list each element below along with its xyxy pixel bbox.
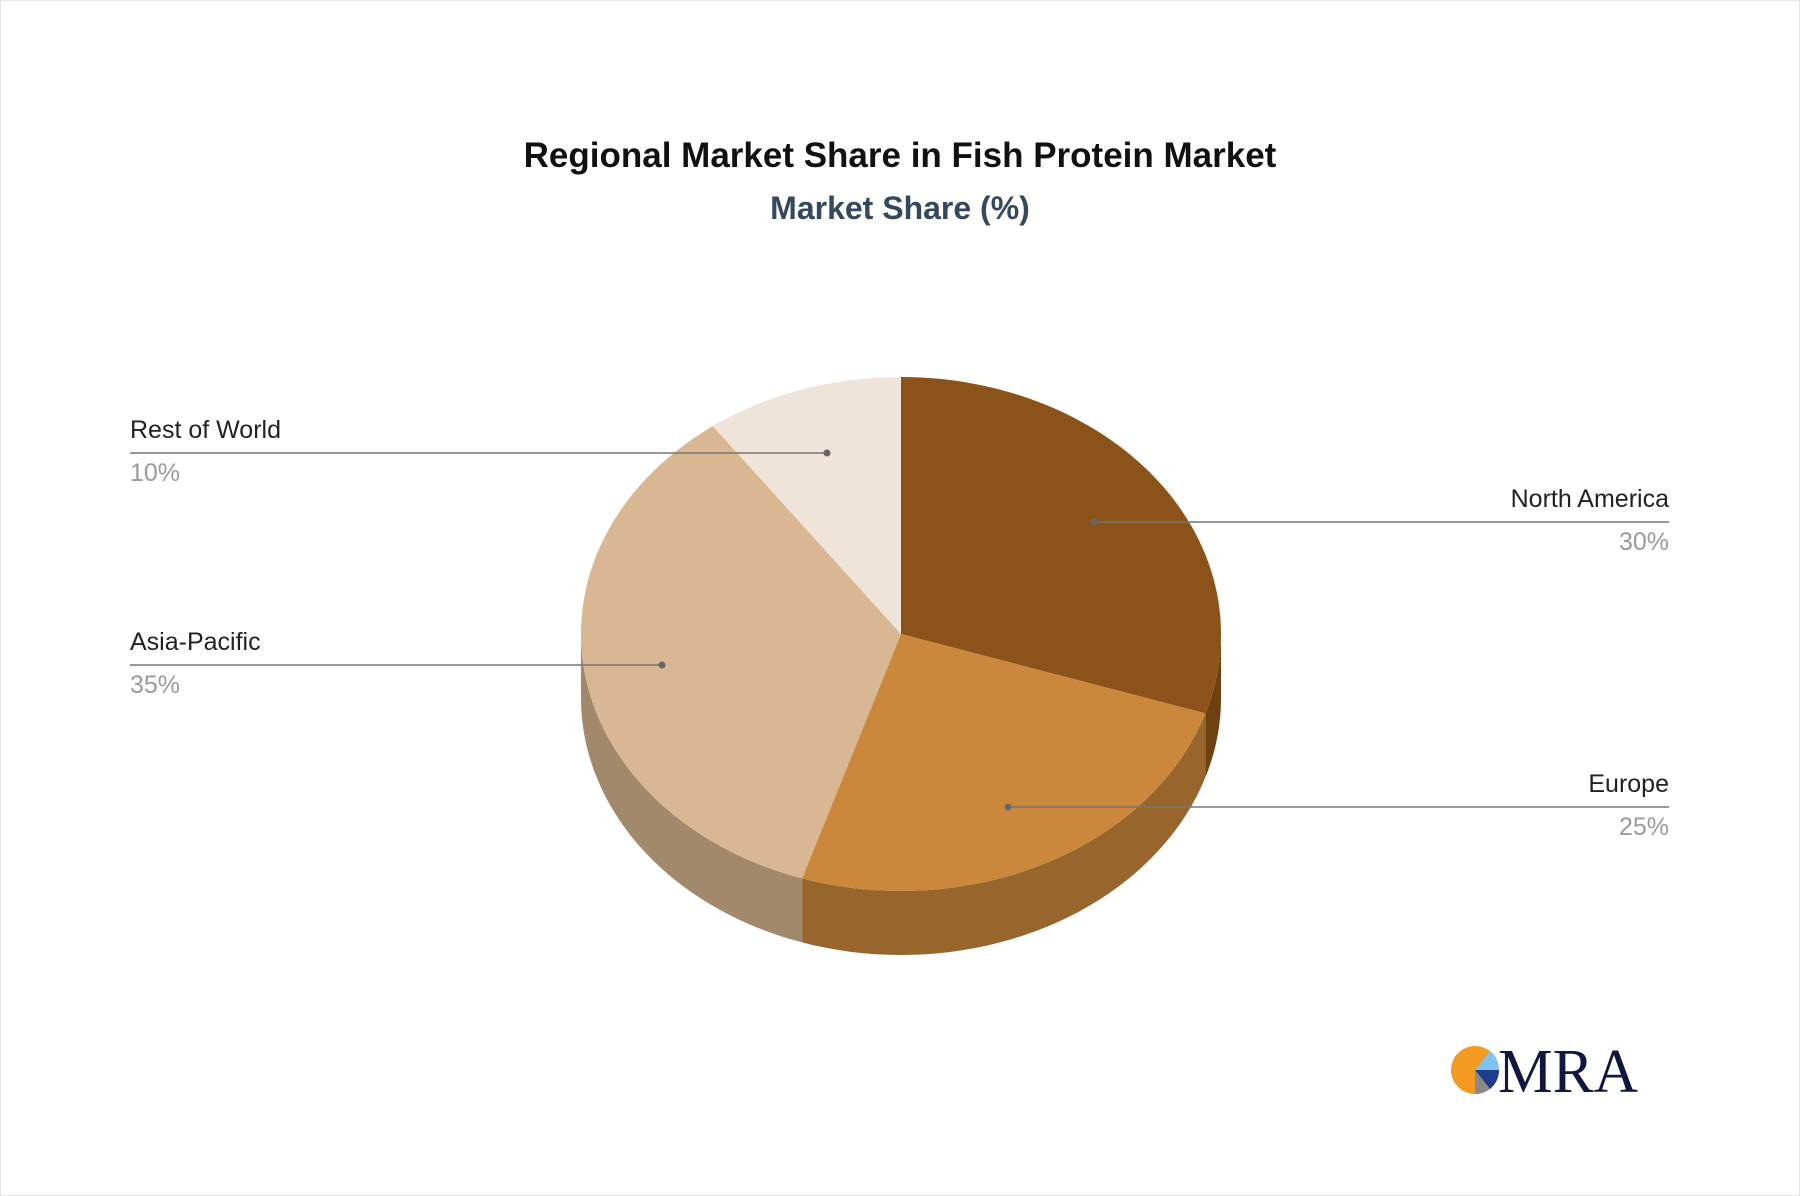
slice-side-asia-pacific bbox=[581, 634, 803, 943]
leader-dot-asia-pacific bbox=[658, 661, 666, 669]
value-europe: 25% bbox=[1618, 813, 1669, 841]
chart-subtitle: Market Share (%) bbox=[770, 190, 1030, 226]
leader-dot-rest-of-world bbox=[823, 449, 831, 457]
value-north-america: 30% bbox=[1618, 528, 1669, 556]
mra-logo: MRA bbox=[1451, 1040, 1638, 1100]
slice-side-europe bbox=[802, 713, 1206, 955]
chart-title: Regional Market Share in Fish Protein Ma… bbox=[523, 136, 1277, 175]
leader-dot-north-america bbox=[1090, 518, 1098, 526]
leader-dot-europe bbox=[1004, 803, 1012, 811]
value-asia-pacific: 35% bbox=[130, 671, 181, 699]
slice-asia-pacific[interactable] bbox=[581, 426, 901, 879]
label-europe: Europe bbox=[1588, 770, 1669, 798]
svg-text:MRA: MRA bbox=[1498, 1040, 1638, 1100]
slice-europe[interactable] bbox=[802, 634, 1206, 891]
slice-north-america[interactable] bbox=[901, 377, 1221, 714]
label-asia-pacific: Asia-Pacific bbox=[130, 628, 261, 656]
value-rest-of-world: 10% bbox=[130, 459, 181, 487]
slice-side-north-america bbox=[1205, 634, 1221, 778]
label-rest-of-world: Rest of World bbox=[130, 416, 281, 444]
slice-rest-of-world[interactable] bbox=[712, 377, 901, 634]
label-north-america: North America bbox=[1510, 485, 1669, 513]
